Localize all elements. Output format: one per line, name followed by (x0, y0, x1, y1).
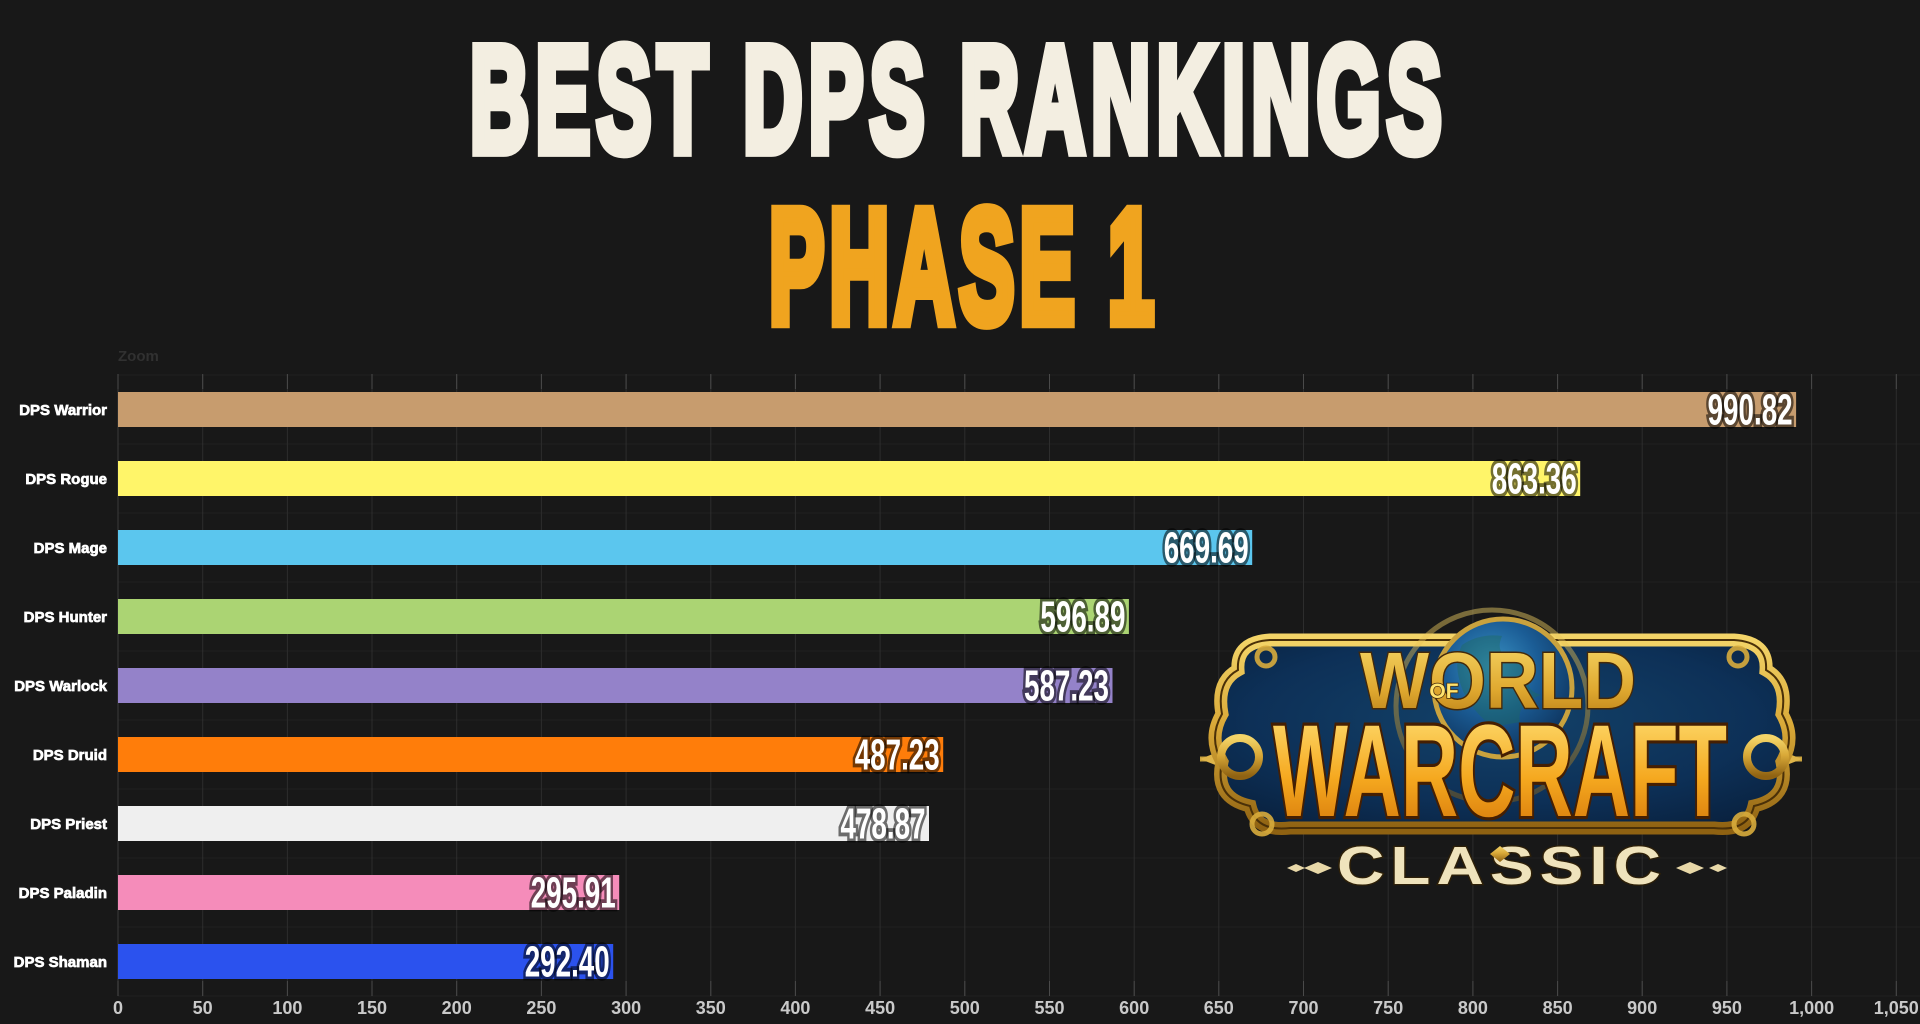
svg-text:DPS Shaman: DPS Shaman (14, 954, 107, 971)
svg-text:500: 500 (950, 998, 980, 1018)
svg-text:950: 950 (1712, 998, 1742, 1018)
svg-text:292.40: 292.40 (525, 937, 610, 986)
svg-text:596.89: 596.89 (1040, 592, 1125, 641)
svg-text:587.23: 587.23 (1024, 661, 1109, 710)
svg-text:WORLD: WORLD (1360, 636, 1636, 725)
svg-text:450: 450 (865, 998, 895, 1018)
svg-text:350: 350 (696, 998, 726, 1018)
svg-text:DPS Mage: DPS Mage (34, 540, 107, 557)
svg-text:WARCRAFT: WARCRAFT (1273, 698, 1727, 844)
svg-text:863.36: 863.36 (1492, 454, 1577, 503)
svg-text:750: 750 (1373, 998, 1403, 1018)
svg-text:150: 150 (357, 998, 387, 1018)
svg-text:850: 850 (1543, 998, 1573, 1018)
svg-text:Zoom: Zoom (118, 348, 159, 365)
svg-text:200: 200 (442, 998, 472, 1018)
svg-text:669.69: 669.69 (1164, 523, 1249, 572)
svg-text:900: 900 (1627, 998, 1657, 1018)
svg-text:BEST DPS RANKINGS: BEST DPS RANKINGS (470, 16, 1448, 183)
svg-text:DPS Hunter: DPS Hunter (24, 609, 108, 626)
svg-text:650: 650 (1204, 998, 1234, 1018)
svg-text:990.82: 990.82 (1708, 385, 1793, 434)
svg-text:478.87: 478.87 (841, 799, 926, 848)
svg-text:700: 700 (1288, 998, 1318, 1018)
svg-text:800: 800 (1458, 998, 1488, 1018)
svg-text:OF: OF (1429, 680, 1458, 703)
svg-text:CLASSIC: CLASSIC (1337, 836, 1667, 896)
svg-text:1,050: 1,050 (1874, 998, 1919, 1018)
svg-text:295.91: 295.91 (531, 868, 616, 917)
svg-text:50: 50 (193, 998, 213, 1018)
svg-text:DPS Rogue: DPS Rogue (25, 471, 107, 488)
svg-text:PHASE 1: PHASE 1 (769, 176, 1159, 357)
svg-text:487.23: 487.23 (855, 730, 940, 779)
svg-text:DPS Priest: DPS Priest (30, 816, 107, 833)
svg-text:250: 250 (526, 998, 556, 1018)
svg-text:100: 100 (272, 998, 302, 1018)
svg-text:0: 0 (113, 998, 123, 1018)
svg-text:DPS Paladin: DPS Paladin (19, 885, 107, 902)
svg-text:300: 300 (611, 998, 641, 1018)
svg-text:600: 600 (1119, 998, 1149, 1018)
svg-text:400: 400 (780, 998, 810, 1018)
svg-text:550: 550 (1034, 998, 1064, 1018)
svg-text:DPS Warrior: DPS Warrior (19, 402, 107, 419)
svg-text:DPS Druid: DPS Druid (33, 747, 107, 764)
svg-text:DPS Warlock: DPS Warlock (14, 678, 107, 695)
svg-text:1,000: 1,000 (1789, 998, 1834, 1018)
